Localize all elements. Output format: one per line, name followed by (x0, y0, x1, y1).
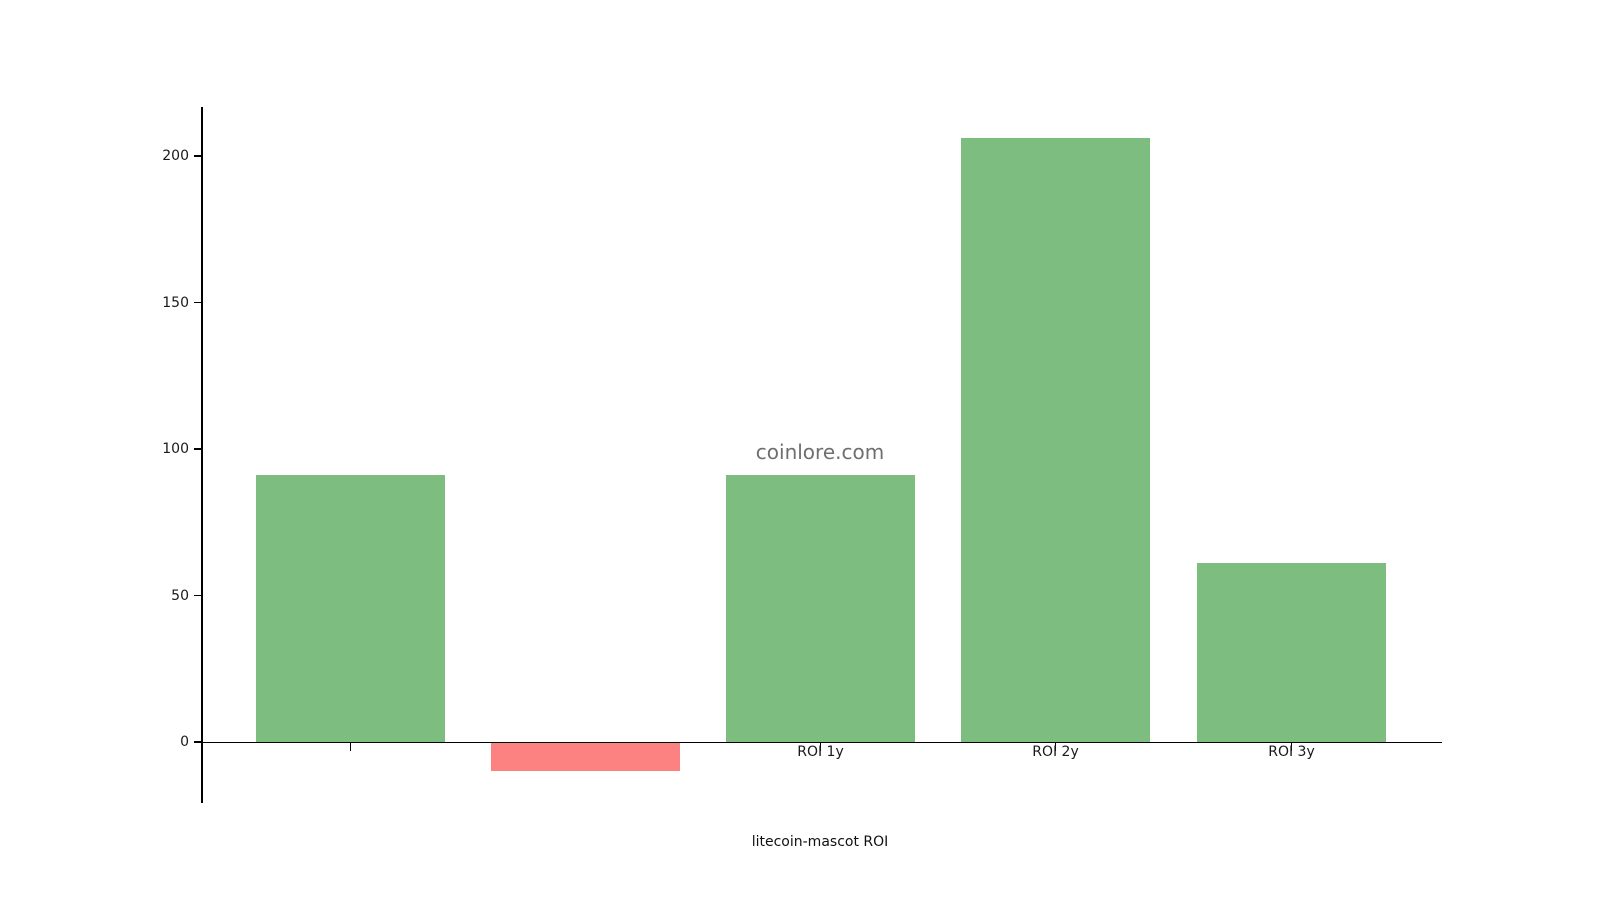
y-tick-mark (194, 448, 201, 450)
watermark-text: coinlore.com (755, 440, 885, 464)
bar-unlabeled-2 (491, 743, 680, 772)
y-tick-label: 200 (162, 148, 189, 164)
bar-roi-3y (1197, 563, 1386, 742)
x-tick-mark (349, 742, 352, 751)
x-tick-label: ROI 1y (797, 744, 844, 760)
bar-roi-1y (726, 475, 915, 742)
y-tick-mark (194, 301, 201, 304)
x-tick-label: ROI 2y (1032, 744, 1079, 760)
y-axis-line (201, 107, 203, 803)
x-tick-mark (1290, 742, 1293, 751)
x-tick-mark (1054, 742, 1057, 751)
y-tick-label: 50 (171, 587, 189, 604)
bar-unlabeled-1 (256, 475, 445, 742)
y-tick-mark (194, 594, 201, 597)
x-tick-label: ROI 3y (1268, 744, 1315, 760)
y-tick-label: 100 (162, 441, 189, 457)
bar-roi-2y (961, 138, 1150, 742)
y-tick-label: 150 (162, 294, 189, 311)
x-axis-line (201, 741, 1442, 743)
y-tick-mark (194, 741, 201, 743)
x-tick-mark (819, 742, 822, 751)
chart-title: litecoin-mascot ROI (751, 834, 889, 850)
y-tick-label: 0 (180, 734, 189, 750)
y-tick-mark (194, 155, 201, 157)
